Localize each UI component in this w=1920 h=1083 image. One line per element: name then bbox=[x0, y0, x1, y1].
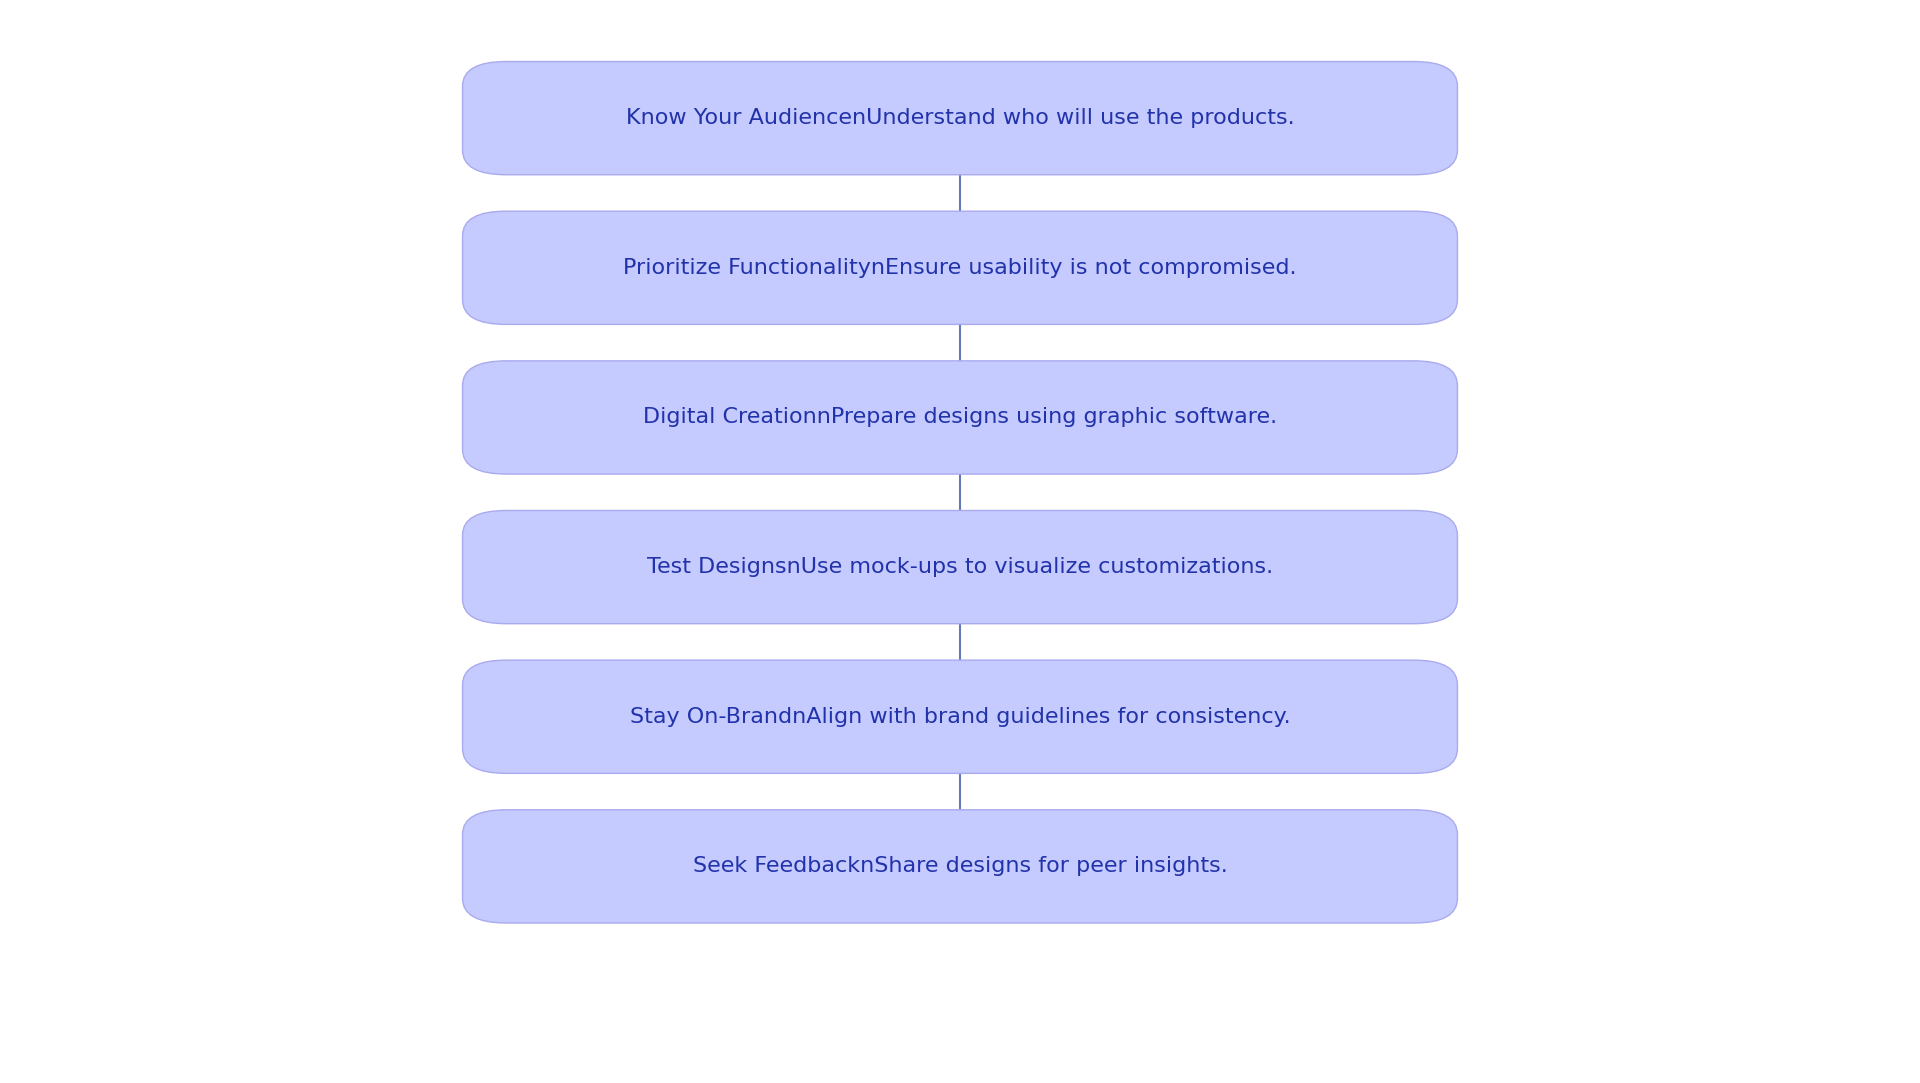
Text: Seek FeedbacknShare designs for peer insights.: Seek FeedbacknShare designs for peer ins… bbox=[693, 857, 1227, 876]
FancyBboxPatch shape bbox=[463, 510, 1457, 624]
Text: Prioritize FunctionalitynEnsure usability is not compromised.: Prioritize FunctionalitynEnsure usabilit… bbox=[624, 258, 1296, 278]
Text: Stay On-BrandnAlign with brand guidelines for consistency.: Stay On-BrandnAlign with brand guideline… bbox=[630, 707, 1290, 727]
FancyBboxPatch shape bbox=[463, 62, 1457, 174]
FancyBboxPatch shape bbox=[463, 661, 1457, 773]
FancyBboxPatch shape bbox=[463, 361, 1457, 474]
FancyBboxPatch shape bbox=[463, 810, 1457, 923]
Text: Digital CreationnPrepare designs using graphic software.: Digital CreationnPrepare designs using g… bbox=[643, 407, 1277, 428]
Text: Know Your AudiencenUnderstand who will use the products.: Know Your AudiencenUnderstand who will u… bbox=[626, 108, 1294, 128]
Text: Test DesignsnUse mock-ups to visualize customizations.: Test DesignsnUse mock-ups to visualize c… bbox=[647, 557, 1273, 577]
FancyBboxPatch shape bbox=[463, 211, 1457, 325]
